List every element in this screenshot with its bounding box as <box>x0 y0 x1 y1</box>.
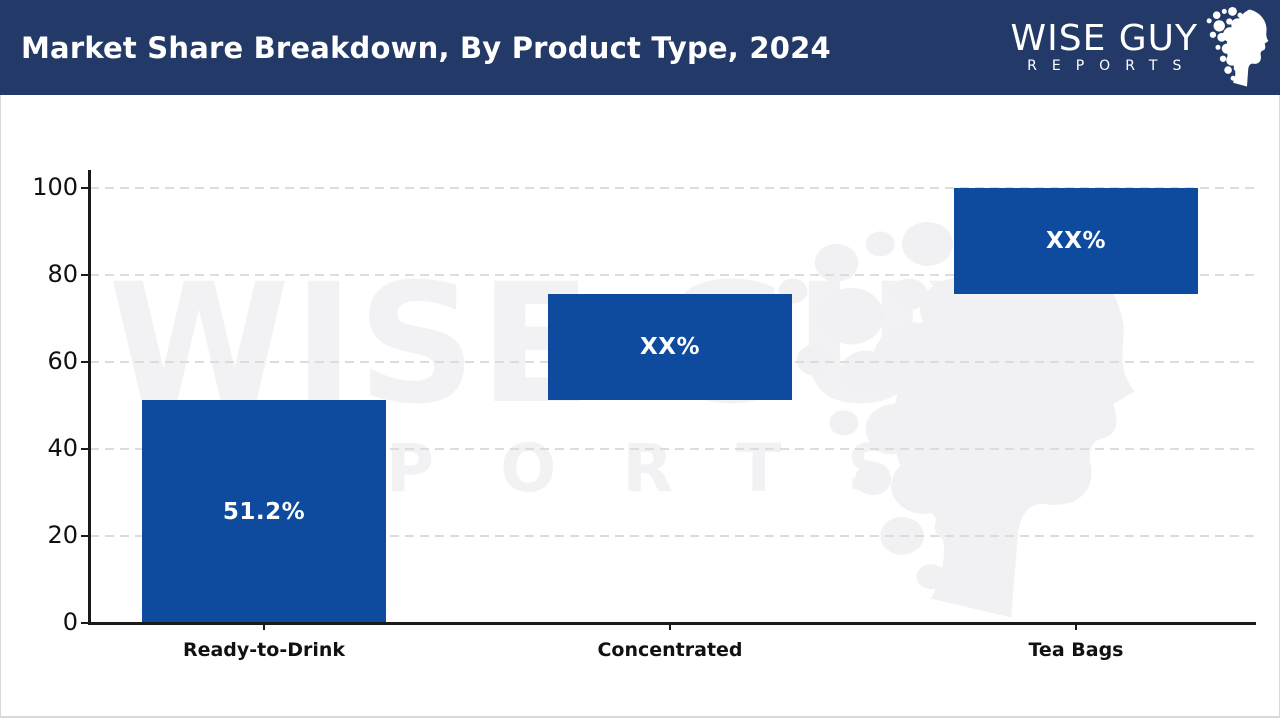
y-tick-100 <box>81 187 89 189</box>
brand-subname: REPORTS <box>1027 58 1197 74</box>
x-category-label-1: Concentrated <box>597 639 743 661</box>
page-title: Market Share Breakdown, By Product Type,… <box>21 30 831 65</box>
gridline-20 <box>90 535 1256 537</box>
page-bottom-hairline <box>0 716 1280 718</box>
y-axis-line <box>88 170 91 625</box>
x-category-label-2: Tea Bags <box>1028 639 1124 661</box>
gridline-80 <box>90 274 1256 276</box>
bar-ready-to-drink: 51.2% <box>142 400 386 623</box>
x-tick-1 <box>669 623 671 630</box>
y-tick-80 <box>81 274 89 276</box>
x-category-label-0: Ready-to-Drink <box>182 639 346 661</box>
brand-name: WISE GUY <box>1010 18 1198 60</box>
x-tick-0 <box>263 623 265 630</box>
brand-logo-text: WISE GUY REPORTS <box>1011 20 1199 75</box>
bar-concentrated: XX% <box>548 294 792 401</box>
y-tick-label-80: 80 <box>47 260 78 288</box>
y-tick-label-0: 0 <box>62 608 78 636</box>
x-axis-line <box>88 622 1256 625</box>
y-tick-label-100: 100 <box>32 173 78 201</box>
y-tick-40 <box>81 448 89 450</box>
gridline-40 <box>90 448 1256 450</box>
page-left-hairline <box>0 95 1 718</box>
y-tick-0 <box>81 622 89 624</box>
y-tick-label-20: 20 <box>47 521 78 549</box>
x-tick-2 <box>1075 623 1077 630</box>
y-tick-60 <box>81 361 89 363</box>
bar-tea-bags: XX% <box>954 188 1198 295</box>
brand-head-icon <box>1200 7 1270 89</box>
gridline-100 <box>90 187 1256 189</box>
bar-value-label: 51.2% <box>222 498 306 525</box>
bar-value-label: XX% <box>639 334 700 361</box>
y-tick-label-40: 40 <box>47 434 78 462</box>
brand-logo: WISE GUY REPORTS <box>1011 0 1271 95</box>
y-tick-20 <box>81 535 89 537</box>
bar-value-label: XX% <box>1045 228 1106 255</box>
header-bar: Market Share Breakdown, By Product Type,… <box>0 0 1280 95</box>
y-tick-label-60: 60 <box>47 347 78 375</box>
